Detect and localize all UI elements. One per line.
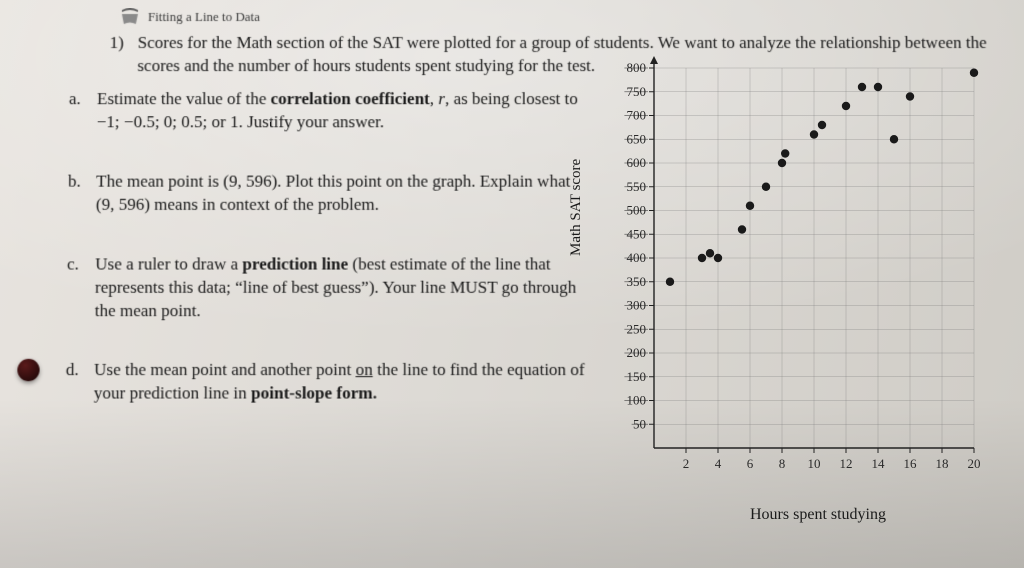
question-number: 1): [109, 32, 131, 78]
part-d-label: d.: [65, 359, 84, 406]
svg-text:800: 800: [627, 60, 647, 75]
chart-y-axis-label: Math SAT score: [568, 159, 585, 256]
svg-text:650: 650: [627, 131, 647, 146]
svg-text:12: 12: [840, 456, 853, 471]
part-c-bold: prediction line: [242, 254, 348, 273]
header-fragment-text: Fitting a Line to Data: [148, 9, 260, 25]
part-b: b. The mean point is (9, 596). Plot this…: [68, 170, 591, 216]
part-d-bold: point-slope form.: [251, 384, 377, 403]
svg-text:16: 16: [904, 456, 918, 471]
svg-text:6: 6: [747, 456, 754, 471]
part-a-bold: correlation coefficient: [271, 89, 430, 108]
part-d-body: Use the mean point and another point on …: [94, 359, 591, 406]
part-a-label: a.: [69, 88, 88, 134]
svg-text:350: 350: [627, 274, 647, 289]
part-d-underline: on: [356, 360, 373, 379]
part-a-comma: ,: [430, 89, 439, 108]
svg-text:4: 4: [715, 456, 722, 471]
part-b-body: The mean point is (9, 596). Plot this po…: [96, 170, 591, 216]
part-a-pre: Estimate the value of the: [97, 89, 271, 108]
part-c: c. Use a ruler to draw a prediction line…: [66, 253, 590, 323]
scatter-chart: Math SAT score Hours spent studying 2468…: [580, 56, 1000, 526]
part-d: d. Use the mean point and another point …: [65, 359, 590, 406]
part-c-label: c.: [66, 253, 85, 323]
svg-text:100: 100: [627, 393, 647, 408]
part-a: a. Estimate the value of the correlation…: [69, 88, 591, 134]
svg-text:20: 20: [968, 456, 981, 471]
svg-text:750: 750: [627, 84, 647, 99]
svg-text:150: 150: [627, 369, 647, 384]
svg-text:8: 8: [779, 456, 786, 471]
svg-text:10: 10: [808, 456, 821, 471]
svg-text:550: 550: [627, 179, 647, 194]
part-d-pre: Use the mean point and another point: [94, 360, 356, 379]
svg-text:2: 2: [683, 456, 690, 471]
part-c-body: Use a ruler to draw a prediction line (b…: [95, 253, 591, 323]
svg-text:200: 200: [627, 345, 647, 360]
part-b-label: b.: [68, 170, 87, 216]
hole-punch-icon: [17, 359, 39, 381]
svg-text:14: 14: [872, 456, 886, 471]
part-a-body: Estimate the value of the correlation co…: [97, 88, 591, 134]
svg-text:500: 500: [627, 203, 647, 218]
header-badge-icon: [120, 8, 140, 26]
svg-text:300: 300: [627, 298, 647, 313]
svg-text:18: 18: [936, 456, 949, 471]
svg-text:600: 600: [627, 155, 647, 170]
svg-text:50: 50: [633, 416, 646, 431]
svg-text:250: 250: [627, 321, 647, 336]
svg-text:700: 700: [627, 108, 647, 123]
svg-text:400: 400: [627, 250, 647, 265]
chart-x-axis-label: Hours spent studying: [750, 506, 886, 524]
header-fragment: Fitting a Line to Data: [120, 8, 994, 26]
chart-svg: 2 4 6 8 10 12 14 16 18 20 50 100 150 200 250 300 350 400 4…: [610, 56, 990, 486]
part-c-pre: Use a ruler to draw a: [95, 254, 242, 273]
svg-text:450: 450: [627, 226, 647, 241]
